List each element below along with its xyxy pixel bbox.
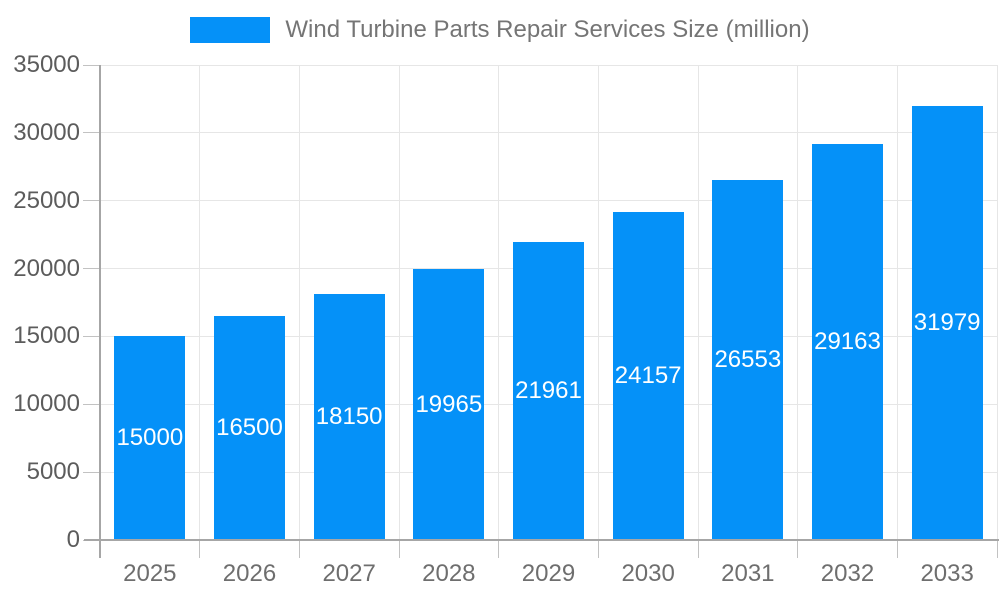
y-tick-label: 15000 bbox=[13, 322, 80, 350]
h-gridline bbox=[100, 200, 997, 202]
bar-2027 bbox=[313, 293, 385, 540]
y-tick-label: 30000 bbox=[13, 118, 80, 146]
x-tick-label-2030: 2030 bbox=[621, 560, 675, 587]
y-tick-label: 20000 bbox=[13, 254, 80, 282]
y-tick-label: 35000 bbox=[13, 51, 80, 78]
bar-label-2025: 15000 bbox=[116, 424, 184, 452]
legend: Wind Turbine Parts Repair Services Size … bbox=[0, 16, 1000, 44]
bar-2025 bbox=[114, 336, 186, 540]
v-gridline bbox=[298, 65, 300, 540]
y-tick-label: 10000 bbox=[13, 390, 80, 418]
v-gridline bbox=[398, 65, 400, 540]
bar-2028 bbox=[413, 269, 485, 540]
y-tick-label: 25000 bbox=[13, 186, 80, 214]
bar-label-2028: 19965 bbox=[415, 390, 483, 418]
bar-2030 bbox=[612, 212, 684, 540]
bar-label-2027: 18150 bbox=[315, 402, 383, 430]
bar-label-2030: 24157 bbox=[614, 362, 682, 390]
bar-2032 bbox=[812, 144, 883, 540]
y-axis-tick bbox=[83, 132, 100, 134]
x-tick-label-2032: 2032 bbox=[820, 560, 875, 587]
y-axis-tick bbox=[83, 471, 100, 473]
x-axis-tick bbox=[697, 540, 699, 558]
x-axis-tick bbox=[996, 540, 998, 558]
y-axis-tick bbox=[83, 268, 100, 270]
y-axis-tick bbox=[83, 64, 100, 66]
v-gridline bbox=[697, 65, 699, 540]
bar-label-2029: 21961 bbox=[515, 376, 582, 404]
x-axis-tick bbox=[797, 540, 799, 558]
v-gridline bbox=[896, 65, 898, 540]
x-axis-tick bbox=[597, 540, 599, 558]
y-axis-tick bbox=[83, 200, 100, 202]
x-tick-label-2029: 2029 bbox=[521, 560, 576, 587]
x-tick-label-2028: 2028 bbox=[422, 560, 476, 587]
x-axis-line bbox=[84, 539, 999, 541]
h-gridline bbox=[100, 64, 997, 66]
bar-2033 bbox=[911, 105, 983, 540]
x-tick-label-2033: 2033 bbox=[920, 560, 974, 587]
y-axis-tick bbox=[83, 335, 100, 337]
h-gridline bbox=[100, 132, 997, 134]
x-axis-tick bbox=[498, 540, 500, 558]
legend-label: Wind Turbine Parts Repair Services Size … bbox=[285, 16, 810, 43]
y-axis-tick bbox=[83, 403, 100, 405]
x-tick-label-2025: 2025 bbox=[123, 560, 177, 587]
bar-2031 bbox=[712, 179, 784, 540]
x-tick-label-2027: 2027 bbox=[322, 560, 376, 587]
bar-label-2031: 26553 bbox=[714, 345, 782, 373]
bar-2026 bbox=[214, 316, 285, 540]
v-gridline bbox=[597, 65, 599, 540]
legend-swatch bbox=[190, 17, 271, 43]
x-tick-label-2026: 2026 bbox=[222, 560, 277, 587]
v-gridline bbox=[498, 65, 500, 540]
x-axis-tick bbox=[896, 540, 898, 558]
bar-2029 bbox=[513, 241, 584, 540]
x-tick-label-2031: 2031 bbox=[721, 560, 775, 587]
bar-label-2026: 16500 bbox=[216, 414, 283, 442]
y-tick-label: 0 bbox=[66, 526, 80, 553]
bar-label-2032: 29163 bbox=[814, 328, 881, 356]
y-tick-label: 5000 bbox=[26, 458, 80, 486]
v-gridline bbox=[199, 65, 201, 540]
x-axis-tick bbox=[199, 540, 201, 558]
v-gridline bbox=[996, 65, 998, 540]
bar-label-2033: 31979 bbox=[913, 308, 981, 336]
x-axis-tick bbox=[398, 540, 400, 558]
v-gridline bbox=[797, 65, 799, 540]
x-axis-tick bbox=[298, 540, 300, 558]
y-axis-line bbox=[99, 65, 101, 558]
